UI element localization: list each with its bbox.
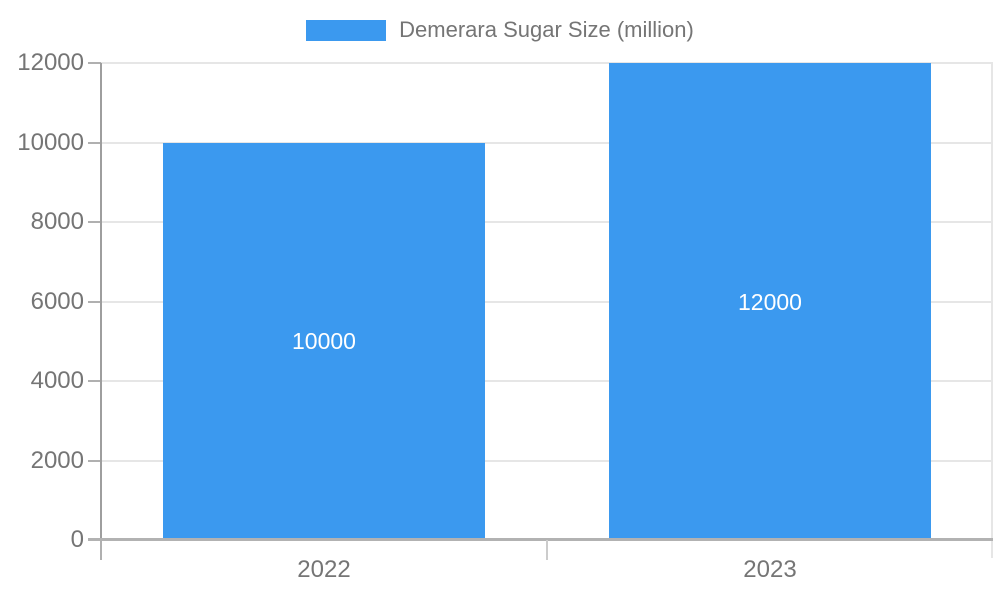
bar	[609, 63, 931, 540]
y-tick	[88, 459, 101, 462]
y-axis-label: 4000	[30, 367, 84, 394]
y-axis-label: 6000	[30, 287, 84, 315]
y-tick	[88, 300, 101, 303]
plot-right-border	[991, 63, 993, 558]
y-axis-line	[100, 63, 102, 540]
y-axis-label: 2000	[30, 446, 84, 474]
y-tick	[88, 62, 101, 64]
gridline	[101, 459, 993, 462]
legend-label: Demerara Sugar Size (million)	[399, 17, 694, 42]
gridline	[101, 221, 993, 223]
x-axis-tick	[546, 540, 548, 560]
y-axis-label: 10000	[17, 128, 84, 156]
y-tick	[88, 141, 101, 144]
y-axis-label: 8000	[30, 208, 84, 235]
gridline	[101, 62, 993, 64]
bar-value-label: 10000	[292, 328, 356, 355]
x-axis-line	[88, 538, 993, 541]
x-axis-tick	[100, 540, 102, 560]
x-axis-label: 2022	[297, 556, 351, 583]
chart-legend: Demerara Sugar Size (million)	[0, 17, 1000, 43]
gridline	[101, 300, 993, 303]
y-tick	[88, 380, 101, 382]
bar-value-label: 12000	[738, 288, 802, 315]
gridline	[101, 141, 993, 144]
gridline	[101, 380, 993, 382]
y-tick	[88, 221, 101, 223]
x-axis-label: 2023	[743, 556, 797, 583]
y-axis-label: 0	[70, 526, 84, 553]
legend-swatch	[306, 19, 387, 41]
y-axis-label: 12000	[17, 49, 84, 76]
bar	[163, 142, 485, 540]
